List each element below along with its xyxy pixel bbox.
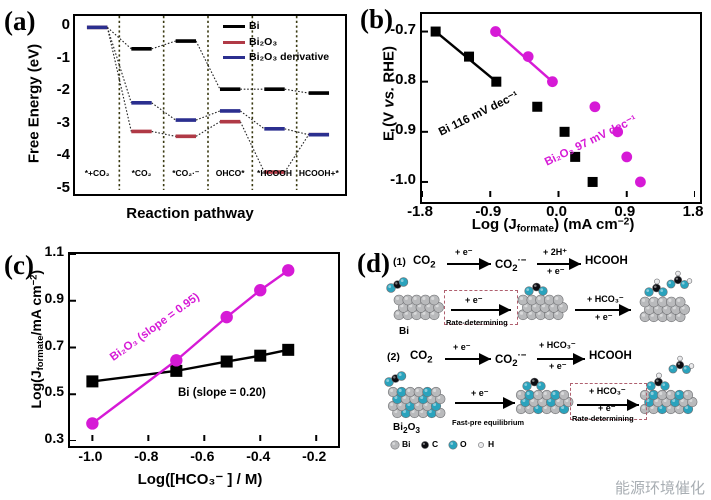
panel-a-pathway-label-0: *+CO₂ xyxy=(84,168,110,178)
panel-c-xtick-0: -1.0 xyxy=(78,448,103,464)
panel-d-atom-legend-bi: Bi xyxy=(402,439,411,449)
panel-a-legend-label-2: Bi₂O₃ derivative xyxy=(249,51,330,63)
panel-d-scheme1-species2: CO2·− xyxy=(495,255,527,275)
panel-a-ytick-1: -1 xyxy=(56,48,70,66)
panel-c-plot-area: Bi₂O₃ (slope = 0.95) Bi (slope = 0.20) xyxy=(68,252,340,448)
panel-b-xtick-3: 0.9 xyxy=(614,203,636,220)
panel-c-svg xyxy=(70,254,318,441)
watermark-text: 能源环境催化 xyxy=(614,479,705,497)
panel-a-legend-label-1: Bi₂O₃ xyxy=(249,35,278,48)
panel-c-ytick-2: 0.7 xyxy=(44,336,64,353)
panel-b-svg xyxy=(422,26,695,197)
panel-b-x-axis-label: Log (Jformate) (mA cm−2) xyxy=(403,216,703,235)
panel-a-ytick-3: -3 xyxy=(56,113,70,131)
panel-b-xtick-4: 1.8 xyxy=(682,203,704,220)
panel-c-label: (c) xyxy=(4,250,34,280)
panel-b-ytick-1: -0.9 xyxy=(390,120,416,138)
panel-d-atom-legend-o: O xyxy=(460,439,467,449)
panel-c-xtick-4: -0.2 xyxy=(302,448,327,464)
panel-b-tafel-plot: (b) E (V vs. RHE) Log (Jformate) (mA cm−… xyxy=(358,0,711,240)
panel-d-scheme2-arrow1-top: + e⁻ xyxy=(453,342,471,352)
panel-a-ytick-2: -2 xyxy=(56,81,70,99)
panel-b-label: (b) xyxy=(360,4,393,34)
panel-d-scheme2-arrow2-top: + HCO₃⁻ xyxy=(539,340,576,350)
panel-a-ytick-4: -4 xyxy=(56,146,70,164)
panel-a-pathway-label-4: *HCOOH xyxy=(257,168,292,178)
panel-d-scheme1-arrow2-top: + 2H⁺ xyxy=(543,247,568,257)
panel-d-scheme1-step2-top: + HCO₃⁻ xyxy=(587,294,624,304)
panel-d-scheme1-rds-box xyxy=(444,290,518,325)
panel-c-xtick-3: -0.4 xyxy=(246,448,271,464)
panel-b-xlabel-post: ) (mA cm xyxy=(554,216,618,233)
panel-a-pathway-label-3: OHCO* xyxy=(215,168,245,178)
panel-d-scheme2-step2-top: + HCO₃⁻ xyxy=(589,386,626,396)
panel-d-label: (d) xyxy=(357,248,390,278)
panel-d-scheme2-rds-caption: Rate-determining xyxy=(572,414,634,423)
panel-d-scheme1-index: (1) xyxy=(393,256,406,268)
panel-d-atom-legend-h: H xyxy=(488,439,495,449)
panel-d-scheme1-arrow2-bot: + e⁻ xyxy=(547,266,565,276)
panel-d-scheme2-arrow2-bot: + e⁻ xyxy=(549,361,567,371)
panel-a-y-axis-label: Free Energy (eV) xyxy=(25,43,43,164)
panel-a-legend-swatch-1 xyxy=(223,40,245,44)
panel-a-pathway-label-2: *CO₂·⁻ xyxy=(172,168,200,178)
panel-c-x-axis-label: Log([HCO₃⁻ ] / M) xyxy=(137,471,263,488)
panel-a-free-energy-diagram: (a) Free Energy (eV) Reaction pathway 0 -… xyxy=(0,0,360,240)
panel-a-legend-swatch-0 xyxy=(223,25,245,28)
panel-a-ytick-5: -5 xyxy=(56,179,70,196)
panel-c-xtick-1: -0.8 xyxy=(134,448,159,464)
panel-c-ylabel-sup: −2 xyxy=(28,274,40,286)
panel-b-ytick-3: -0.7 xyxy=(390,20,416,38)
panel-b-xlabel-sup: −2 xyxy=(617,216,630,228)
panel-a-svg xyxy=(86,16,330,190)
panel-b-xlabel-sub: formate xyxy=(516,223,555,235)
panel-d-scheme1-step2-bot: + e⁻ xyxy=(595,312,613,322)
panel-d-scheme2-species1: CO2 xyxy=(410,350,433,366)
panel-a-legend-swatch-2 xyxy=(223,56,245,59)
panel-a-ytick-0: 0 xyxy=(61,16,70,34)
panel-d-scheme1-species1: CO2 xyxy=(413,255,436,271)
panel-c-ytick-3: 0.5 xyxy=(44,383,64,400)
panel-b-xlabel-end: ) xyxy=(629,216,635,233)
panel-d-scheme2-step1-top: + e⁻ xyxy=(471,388,489,398)
panel-b-plot-area: Bi 116 mV dec⁻¹ Bi₂O₃ 97 mV dec⁻¹ xyxy=(420,12,702,204)
panel-a-legend-label-0: Bi xyxy=(249,20,260,32)
panel-c-reaction-order-plot: (c) Log(Jformate/mA cm−2) Log([HCO₃⁻ ] /… xyxy=(0,240,360,500)
panel-a-pathway-label-1: *CO₂ xyxy=(131,168,152,178)
panel-b-xtick-0: -1.8 xyxy=(407,203,433,220)
panel-d-scheme2-species2: CO2·− xyxy=(495,350,527,370)
panel-d-scheme2-rds-box xyxy=(570,383,647,420)
panel-d-mechanism-scheme: (d) 能源环境催化 (1) CO2 + e⁻ CO2·− + 2H⁺ + e⁻ HCOOH… xyxy=(355,240,711,500)
panel-b-y-axis-label: E (V vs. RHE) xyxy=(380,45,398,142)
panel-b-xtick-1: -0.9 xyxy=(475,203,502,220)
panel-a-y-ticks: 0 -1 -2 -3 -4 -5 xyxy=(44,0,70,200)
panel-d-scheme1-arrow1-top: + e⁻ xyxy=(455,247,473,257)
panel-c-annotation-bi: Bi (slope = 0.20) xyxy=(178,387,266,399)
panel-a-pathway-label-5: HCOOH+* xyxy=(298,168,339,178)
panel-d-scheme2-fastpre-caption: Fast-pre equilibrium xyxy=(452,418,525,427)
panel-c-ylabel-end: ) xyxy=(27,269,44,275)
panel-a-x-axis-label: Reaction pathway xyxy=(126,205,254,222)
panel-d-scheme2-index: (2) xyxy=(387,351,400,363)
panel-c-xtick-2: -0.6 xyxy=(190,448,215,464)
panel-a-label: (a) xyxy=(4,6,36,36)
panel-d-scheme1-species3: HCOOH xyxy=(585,255,628,267)
panel-b-xtick-2: 0.0 xyxy=(546,203,567,220)
panel-a-plot-area: *+CO₂ *CO₂ *CO₂·⁻ OHCO* *HCOOH HCOOH+* Bi Bi₂O₃… xyxy=(73,14,347,196)
panel-c-ytick-0: 1.1 xyxy=(44,243,64,259)
panel-c-ytick-4: 0.3 xyxy=(44,430,64,446)
panel-d-scheme1-rds-caption: Rate-determining xyxy=(446,318,508,327)
panel-d-svg xyxy=(384,258,698,450)
panel-b-ytick-2: -0.8 xyxy=(390,70,416,88)
panel-d-scheme2-step2-bot: + e⁻ xyxy=(598,403,616,413)
panel-d-scheme1-step1-top: + e⁻ xyxy=(465,295,483,305)
panel-d-atom-legend-c: C xyxy=(432,439,439,449)
panel-c-ytick-1: 0.9 xyxy=(44,289,64,306)
panel-d-scheme2-catalyst-label: Bi2O3 xyxy=(393,422,421,435)
panel-d-scheme1-catalyst-label: Bi xyxy=(399,326,409,337)
panel-b-ytick-0: -1.0 xyxy=(390,170,416,188)
panel-b-xlabel-pre: Log (J xyxy=(471,216,517,233)
panel-d-scheme2-species3: HCOOH xyxy=(589,350,632,362)
